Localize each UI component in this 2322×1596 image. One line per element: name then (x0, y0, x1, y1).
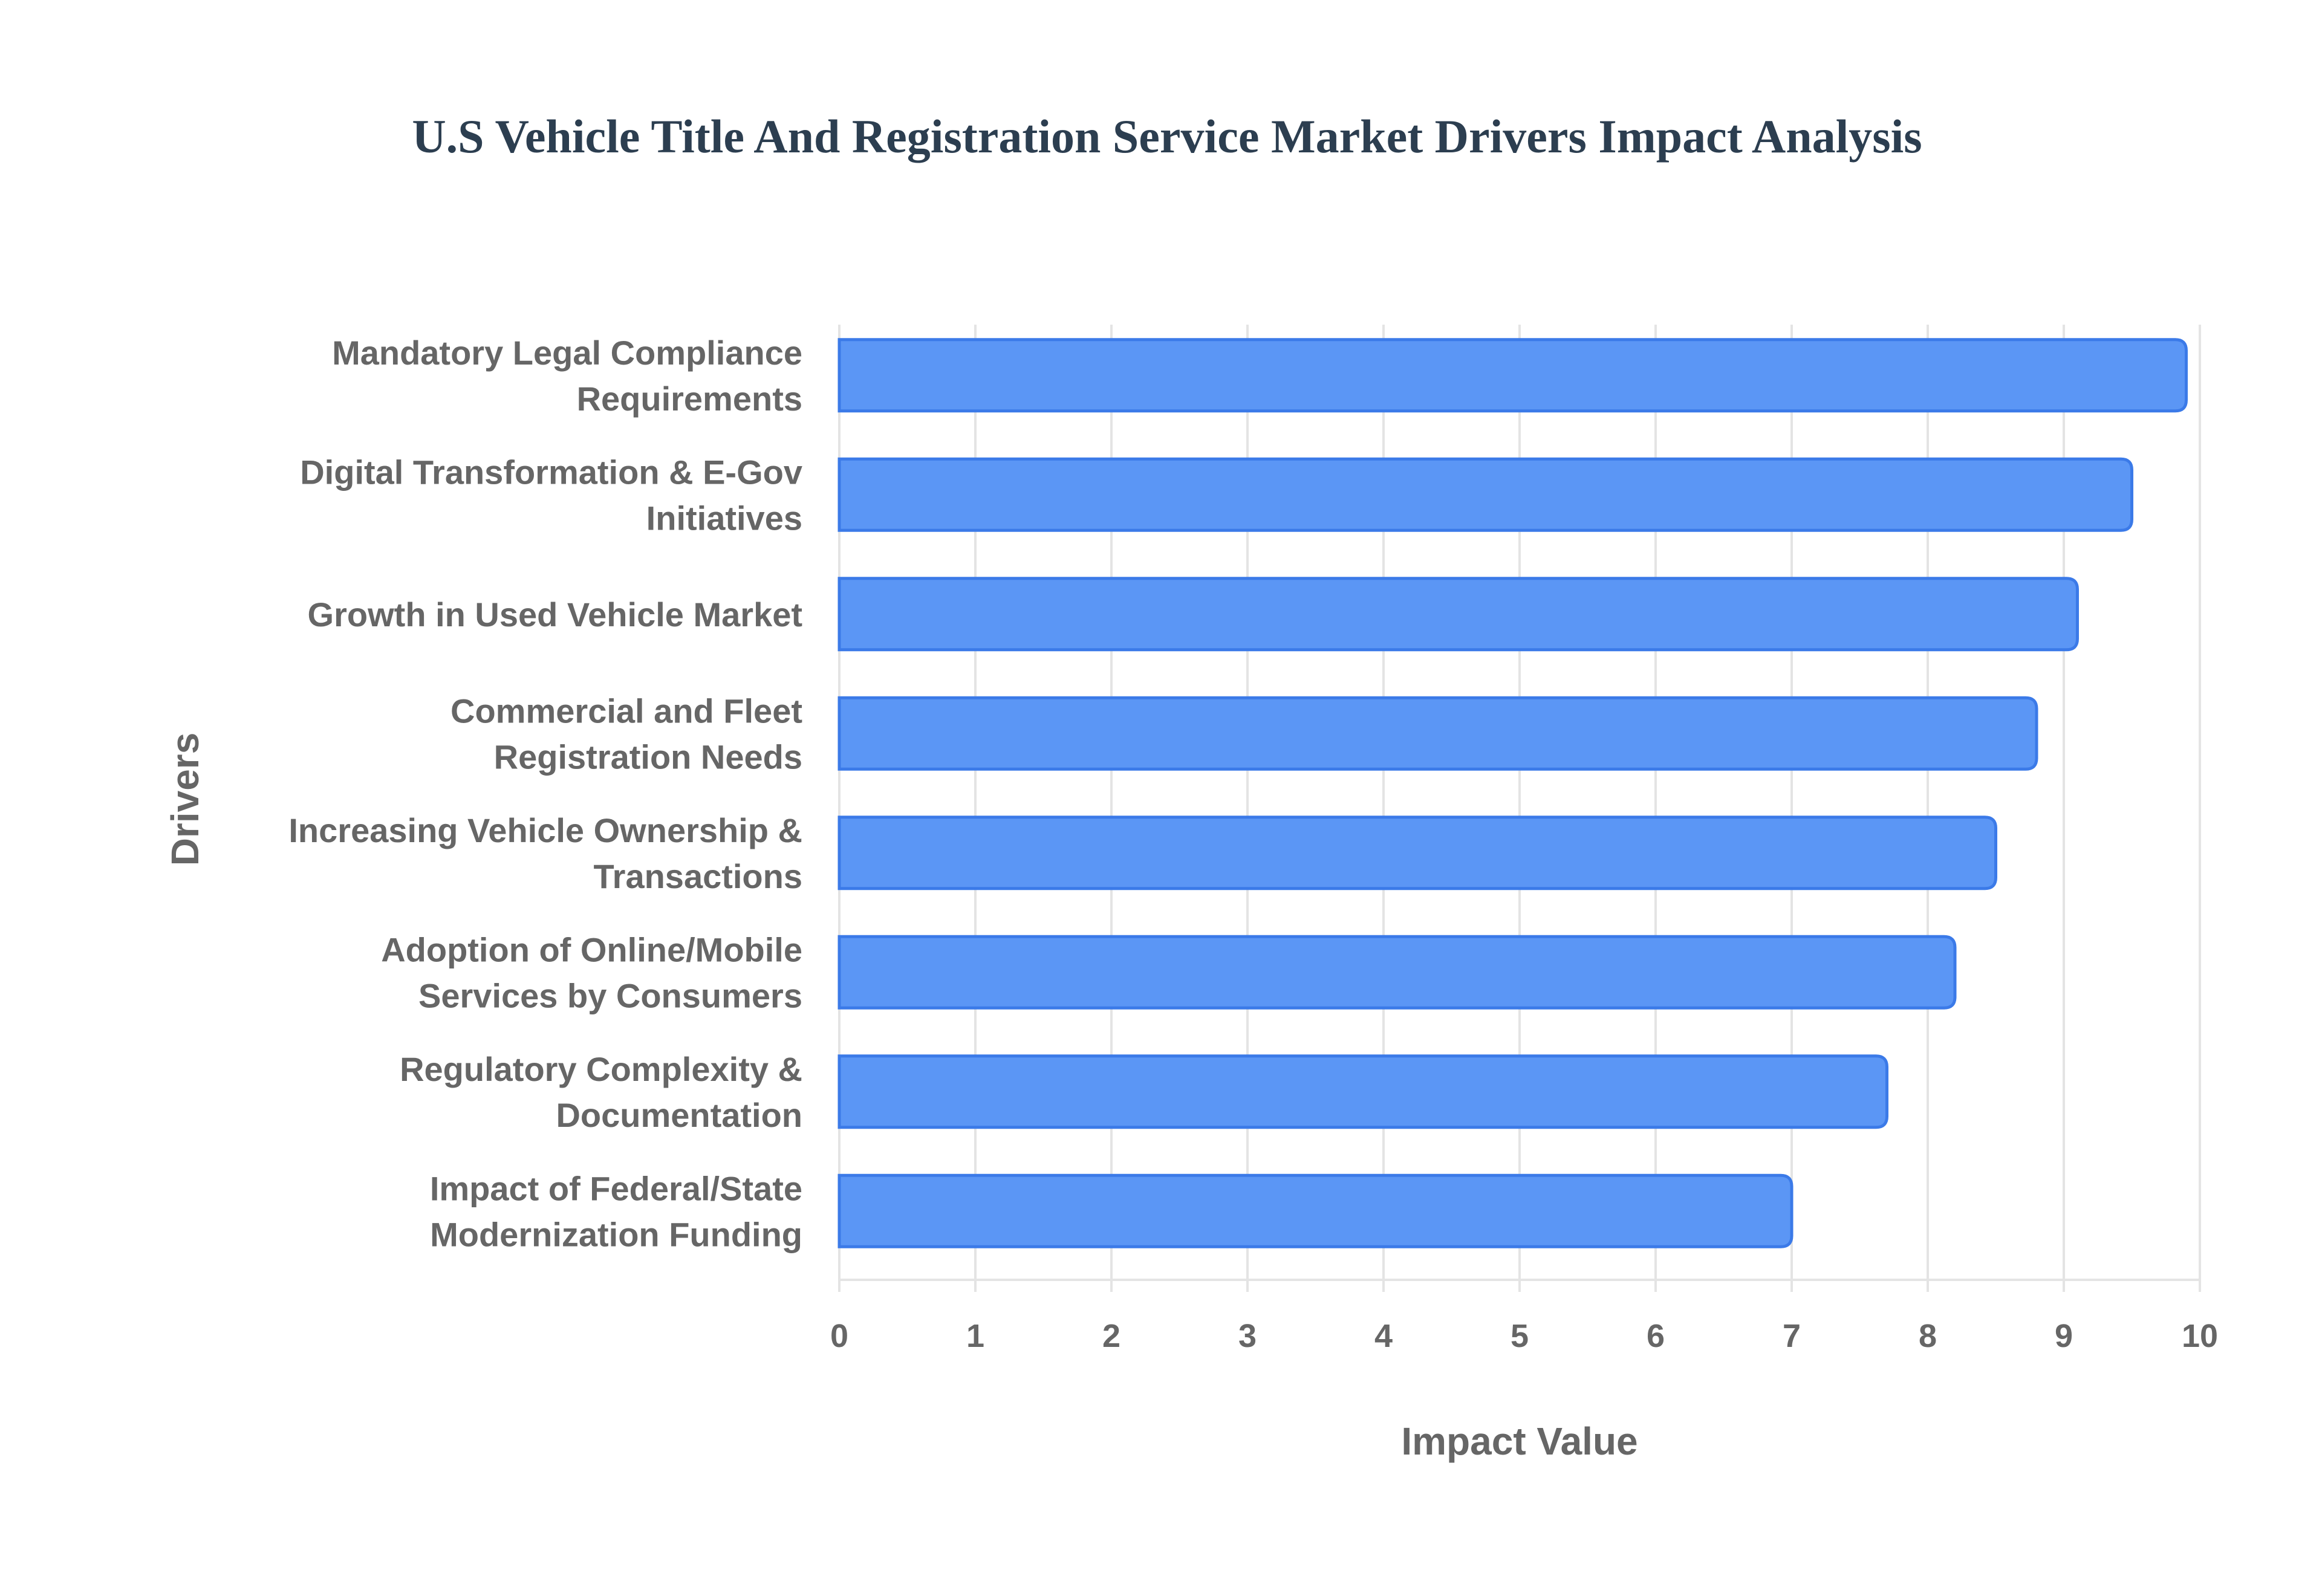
x-tick-label: 10 (2182, 1318, 2218, 1354)
category-label: Impact of Federal/State (430, 1169, 802, 1207)
bar[interactable] (837, 935, 1957, 1010)
x-tick-label: 9 (2055, 1318, 2073, 1354)
category-label: Growth in Used Vehicle Market (308, 595, 802, 634)
x-tick-label: 0 (830, 1318, 848, 1354)
x-tick-label: 5 (1511, 1318, 1529, 1354)
x-tick-labels: 0 1 2 3 4 5 6 7 8 9 10 (830, 1318, 2218, 1354)
bar[interactable] (837, 696, 2038, 771)
category-label: Modernization Funding (430, 1215, 802, 1253)
x-tick-label: 1 (966, 1318, 984, 1354)
x-tick-label: 7 (1783, 1318, 1801, 1354)
category-label: Regulatory Complexity & (400, 1050, 802, 1088)
bar[interactable] (837, 338, 2188, 413)
x-tick-label: 3 (1238, 1318, 1257, 1354)
category-label: Initiatives (646, 499, 802, 537)
bars (837, 338, 2188, 1248)
category-label: Mandatory Legal Compliance (332, 334, 802, 372)
x-tick-label: 8 (1919, 1318, 1937, 1354)
bar[interactable] (837, 816, 1997, 890)
category-label: Commercial and Fleet (450, 692, 802, 730)
category-label: Registration Needs (494, 738, 802, 776)
x-axis-title: Impact Value (1401, 1419, 1637, 1463)
bar[interactable] (837, 1173, 1794, 1248)
chart-title: U.S Vehicle Title And Registration Servi… (412, 110, 1922, 163)
bar[interactable] (837, 1054, 1888, 1129)
x-tick-label: 6 (1647, 1318, 1665, 1354)
x-tick-label: 2 (1102, 1318, 1120, 1354)
y-axis-title: Drivers (163, 733, 207, 866)
bar[interactable] (837, 577, 2079, 652)
bar[interactable] (837, 457, 2133, 532)
category-label: Requirements (577, 380, 802, 418)
category-labels: Mandatory Legal Compliance Requirements Di… (288, 334, 802, 1254)
x-tick-label: 4 (1374, 1318, 1393, 1354)
category-label: Documentation (556, 1096, 802, 1134)
category-label: Adoption of Online/Mobile (381, 930, 802, 968)
category-label: Digital Transformation & E-Gov (300, 453, 802, 491)
category-label: Transactions (594, 857, 802, 895)
category-label: Increasing Vehicle Ownership & (288, 811, 802, 849)
category-label: Services by Consumers (418, 976, 802, 1014)
